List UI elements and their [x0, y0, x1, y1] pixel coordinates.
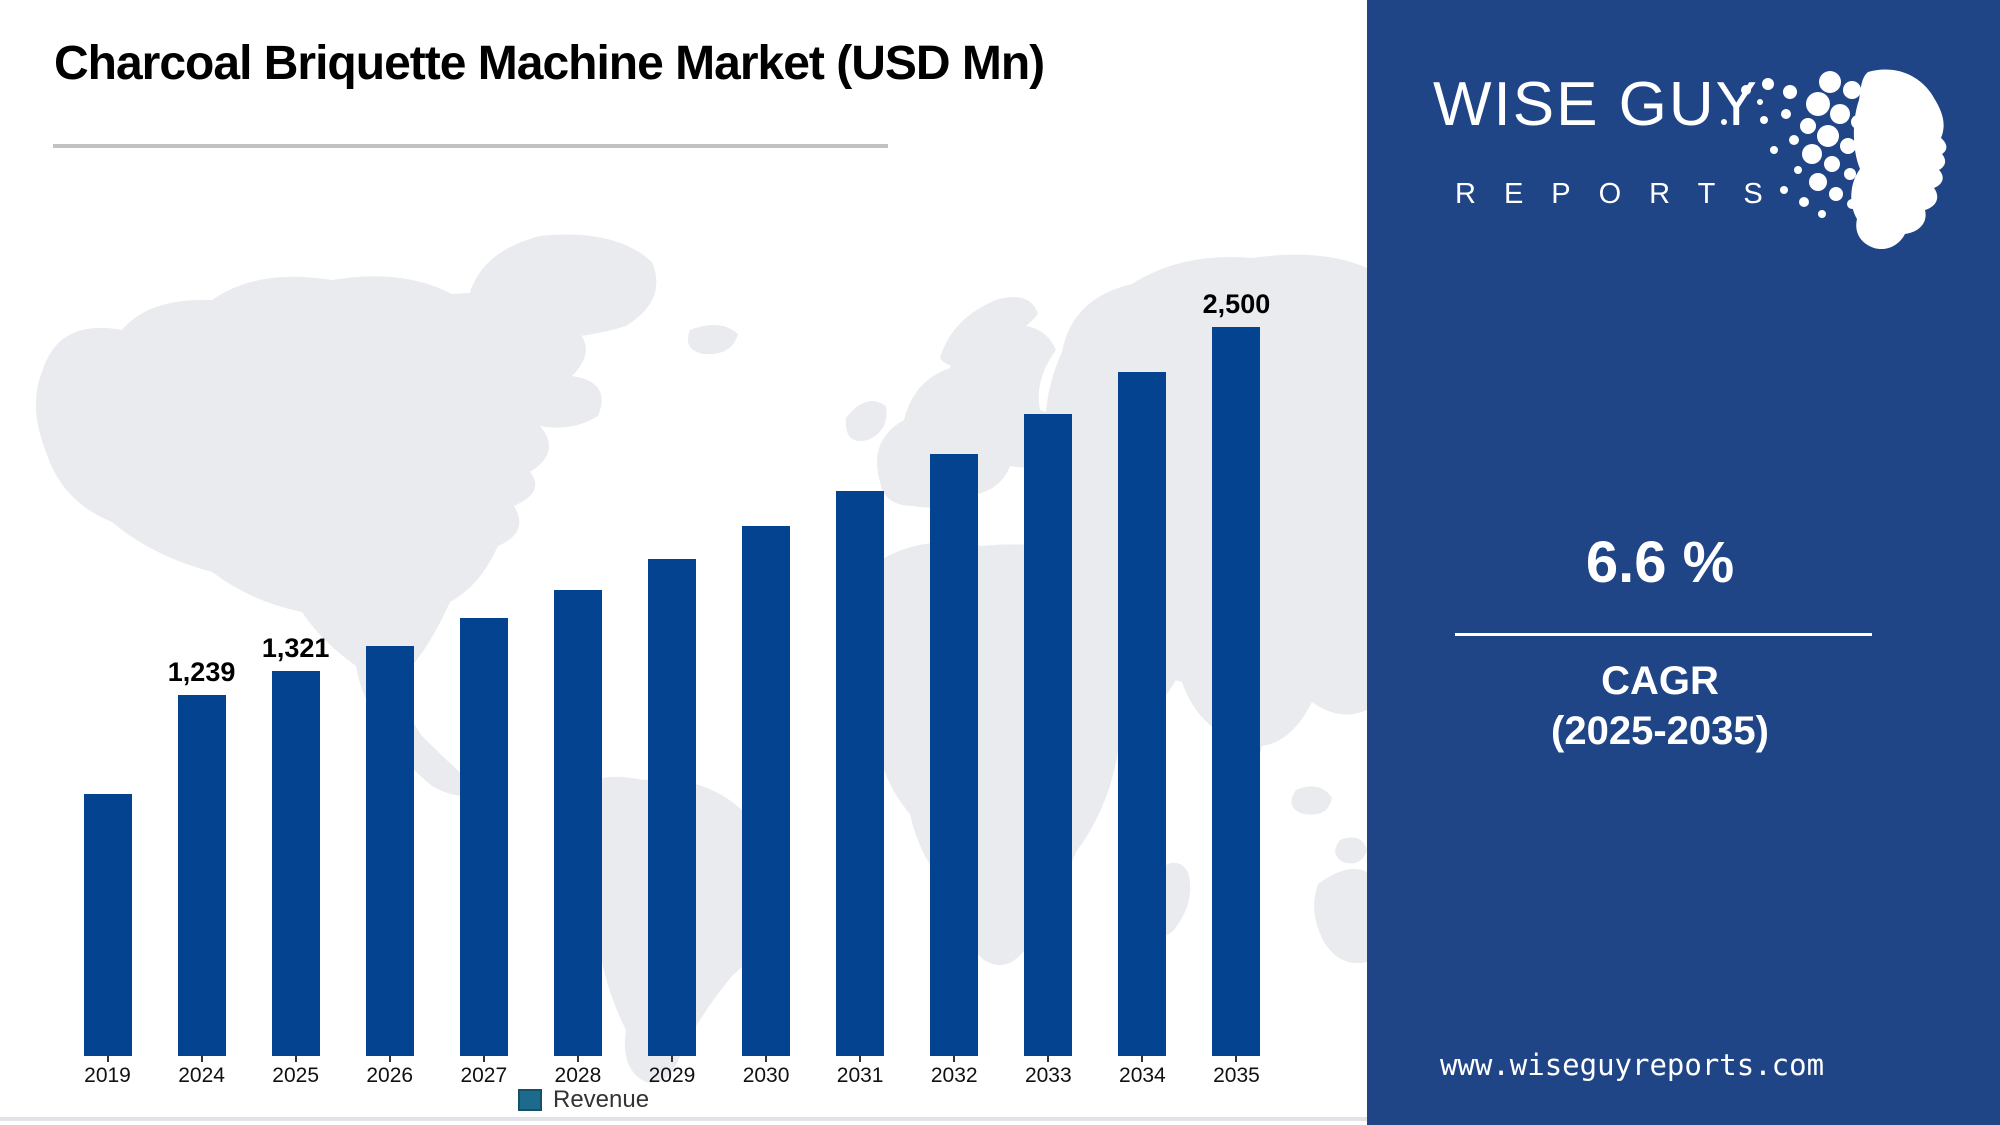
wiseguy-logo-text: WISE GUY — [1432, 70, 1760, 139]
chart-panel: Charcoal Briquette Machine Market (USD M… — [0, 37, 1367, 1121]
x-axis-tick-2025 — [294, 1056, 297, 1062]
bar-2033 — [1024, 414, 1073, 1056]
bar-2024 — [177, 695, 226, 1056]
cagr-period: (2025-2035) — [1551, 709, 1769, 753]
panel-divider — [1455, 633, 1872, 636]
x-axis-label-2028: 2028 — [554, 1064, 602, 1087]
x-axis-tick-2024 — [200, 1056, 203, 1062]
wiseguy-logo-subtext: REPORTS — [1455, 178, 1791, 210]
cagr-label: CAGR — [1601, 659, 1719, 703]
title-underline — [53, 144, 888, 148]
x-axis-label-2026: 2026 — [366, 1064, 414, 1087]
x-axis-label-2029: 2029 — [648, 1064, 696, 1087]
x-axis-label-2035: 2035 — [1213, 1064, 1260, 1087]
bar-2027 — [459, 618, 508, 1056]
bar-2030 — [742, 526, 791, 1056]
bar-value-label-2035: 2,500 — [1202, 289, 1271, 319]
bar-2019 — [83, 794, 132, 1056]
x-axis-label-2024: 2024 — [178, 1064, 225, 1087]
bar-2026 — [365, 646, 414, 1056]
x-axis-label-2032: 2032 — [930, 1064, 978, 1087]
legend-swatch-revenue — [518, 1089, 542, 1111]
x-axis-label-2027: 2027 — [460, 1064, 508, 1087]
x-axis-tick-2030 — [765, 1056, 768, 1062]
x-axis-tick-2035 — [1235, 1056, 1238, 1062]
x-axis-tick-2027 — [482, 1056, 485, 1062]
bar-2035 — [1212, 327, 1261, 1056]
x-axis-label-2034: 2034 — [1119, 1064, 1166, 1087]
wiseguy-logo-face-icon — [1721, 69, 1947, 250]
x-axis-label-2033: 2033 — [1024, 1064, 1072, 1087]
chart-legend: Revenue — [518, 1086, 649, 1114]
x-axis-label-2019: 2019 — [84, 1064, 131, 1087]
x-axis-tick-2029 — [670, 1056, 673, 1062]
x-axis-tick-2026 — [388, 1056, 391, 1062]
bar-2034 — [1118, 372, 1167, 1056]
bar-value-label-2025: 1,321 — [261, 633, 330, 663]
brand-panel: WISE GUY REPORTS 6.6 % CAGR (2025-2035) … — [1367, 0, 2000, 1125]
website-url: www.wiseguyreports.com — [1439, 1048, 1825, 1082]
x-axis-tick-2034 — [1141, 1056, 1144, 1062]
bar-2028 — [553, 590, 602, 1056]
chart-title: Charcoal Briquette Machine Market (USD M… — [54, 37, 1045, 90]
bar-2032 — [930, 454, 979, 1056]
x-axis-tick-2028 — [576, 1056, 579, 1062]
x-axis-tick-2033 — [1047, 1056, 1050, 1062]
x-axis-tick-2019 — [106, 1056, 109, 1062]
legend-label: Revenue — [553, 1086, 650, 1113]
x-axis-label-2030: 2030 — [742, 1064, 790, 1087]
x-axis-tick-2032 — [953, 1056, 956, 1062]
x-axis-tick-2031 — [859, 1056, 862, 1062]
cagr-value: 6.6 % — [1585, 530, 1735, 595]
chart-bottom-strip — [0, 1117, 1367, 1121]
bar-2025 — [271, 671, 320, 1056]
bar-2031 — [836, 491, 885, 1056]
x-axis-label-2031: 2031 — [836, 1064, 884, 1087]
bar-2029 — [647, 559, 696, 1056]
x-axis-label-2025: 2025 — [272, 1064, 320, 1087]
bar-value-label-2024: 1,239 — [167, 657, 236, 687]
